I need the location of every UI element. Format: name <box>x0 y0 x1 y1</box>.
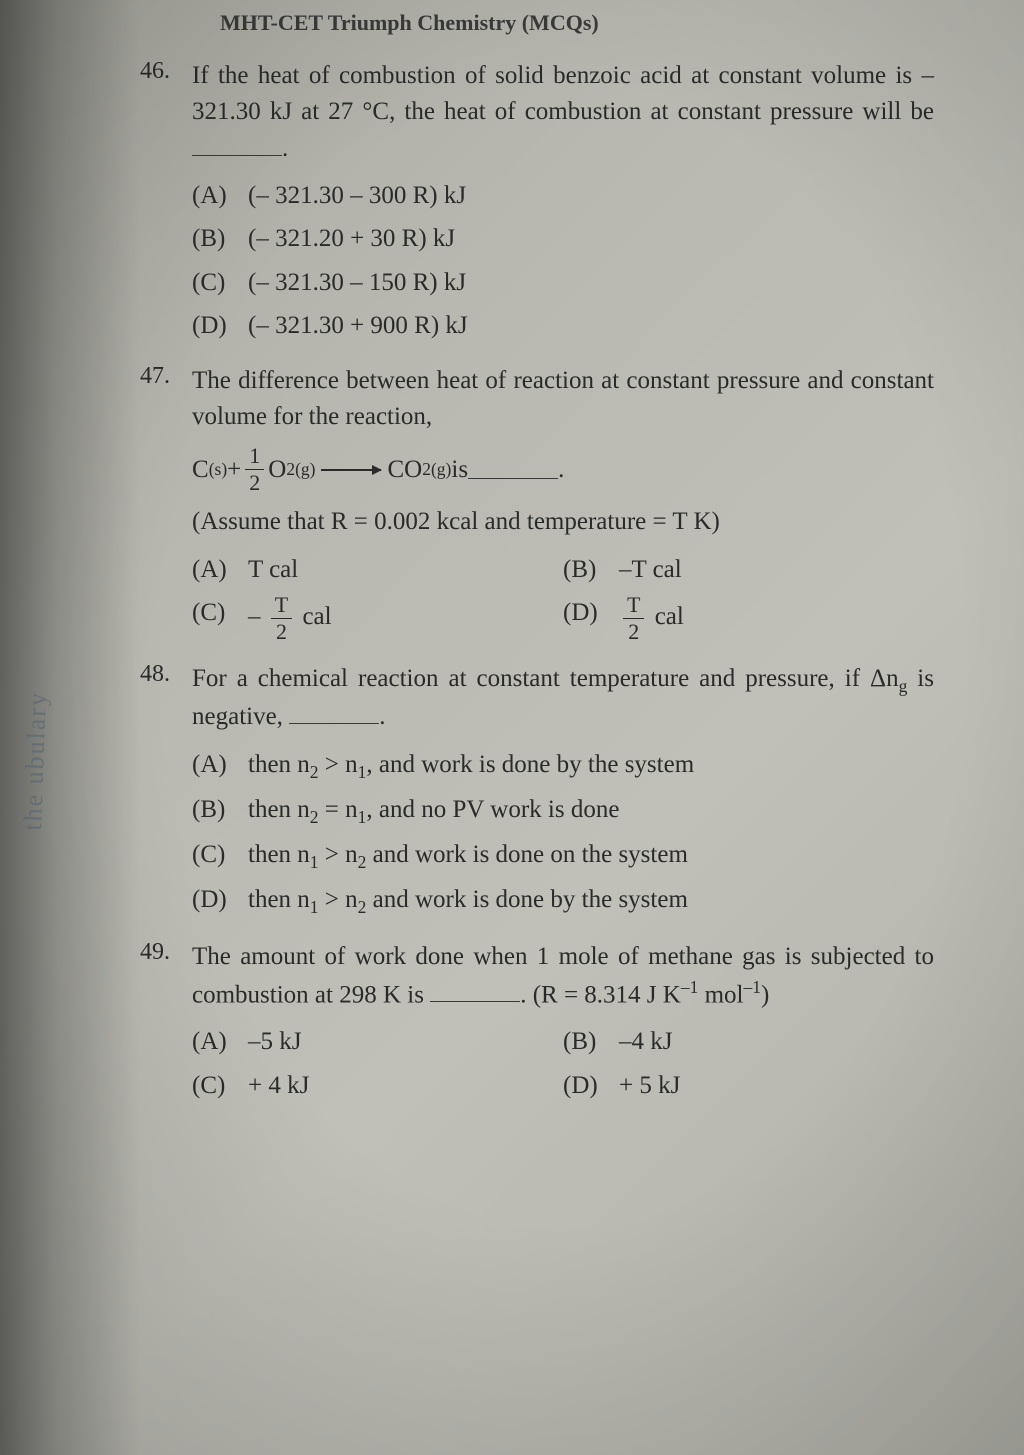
option-c: (C)then n1 > n2 and work is done on the … <box>192 836 934 875</box>
reaction-arrow-icon <box>321 469 381 471</box>
option-d: (D)+ 5 kJ <box>563 1067 934 1105</box>
book-header: MHT-CET Triumph Chemistry (MCQs) <box>140 10 934 40</box>
question-47: 47. The difference between heat of react… <box>140 363 934 643</box>
blank <box>468 461 558 479</box>
question-body: For a chemical reaction at constant temp… <box>192 661 934 921</box>
blank <box>430 985 520 1003</box>
question-text: The difference between heat of reaction … <box>192 367 934 430</box>
options: (A)(– 321.30 – 300 R) kJ (B)(– 321.20 + … <box>192 177 934 345</box>
question-text: If the heat of combustion of solid benzo… <box>192 62 934 125</box>
option-a: (A)(– 321.30 – 300 R) kJ <box>192 177 934 215</box>
option-b: (B)(– 321.20 + 30 R) kJ <box>192 220 934 258</box>
option-b: (B)–T cal <box>563 551 934 589</box>
question-text-pre: For a chemical reaction at constant temp… <box>192 665 899 692</box>
question-body: The amount of work done when 1 mole of m… <box>192 939 934 1105</box>
option-a: (A)–5 kJ <box>192 1023 563 1061</box>
period: . <box>282 135 288 162</box>
blank <box>192 138 282 156</box>
option-d: (D)(– 321.30 + 900 R) kJ <box>192 307 934 345</box>
option-d: (D)T2 cal <box>563 594 934 643</box>
question-number: 47. <box>140 363 192 643</box>
question-48: 48. For a chemical reaction at constant … <box>140 661 934 921</box>
assumption-note: (Assume that R = 0.002 kcal and temperat… <box>192 504 934 540</box>
option-d: (D)then n1 > n2 and work is done by the … <box>192 881 934 920</box>
question-number: 46. <box>140 58 192 345</box>
question-number: 48. <box>140 661 192 921</box>
option-b: (B)then n2 = n1, and no PV work is done <box>192 791 934 830</box>
fraction-half: 12 <box>245 445 264 494</box>
blank <box>289 707 379 725</box>
options: (A)then n2 > n1, and work is done by the… <box>192 746 934 921</box>
options: (A)T cal (B)–T cal (C)– T2 cal (D)T2 cal <box>192 551 934 644</box>
option-c: (C)(– 321.30 – 150 R) kJ <box>192 264 934 302</box>
question-46: 46. If the heat of combustion of solid b… <box>140 58 934 345</box>
option-a: (A)T cal <box>192 551 563 589</box>
question-49: 49. The amount of work done when 1 mole … <box>140 939 934 1105</box>
reaction-equation: C(s) + 12 O2(g) CO2(g) is . <box>192 445 934 494</box>
page-content: MHT-CET Triumph Chemistry (MCQs) 46. If … <box>80 0 984 1455</box>
option-c: (C)+ 4 kJ <box>192 1067 563 1105</box>
options: (A)–5 kJ (B)–4 kJ (C)+ 4 kJ (D)+ 5 kJ <box>192 1023 934 1104</box>
option-c: (C)– T2 cal <box>192 594 563 643</box>
margin-scribble: the ubulary <box>18 690 53 831</box>
question-number: 49. <box>140 939 192 1105</box>
question-body: The difference between heat of reaction … <box>192 363 934 643</box>
option-a: (A)then n2 > n1, and work is done by the… <box>192 746 934 785</box>
question-body: If the heat of combustion of solid benzo… <box>192 58 934 345</box>
option-b: (B)–4 kJ <box>563 1023 934 1061</box>
